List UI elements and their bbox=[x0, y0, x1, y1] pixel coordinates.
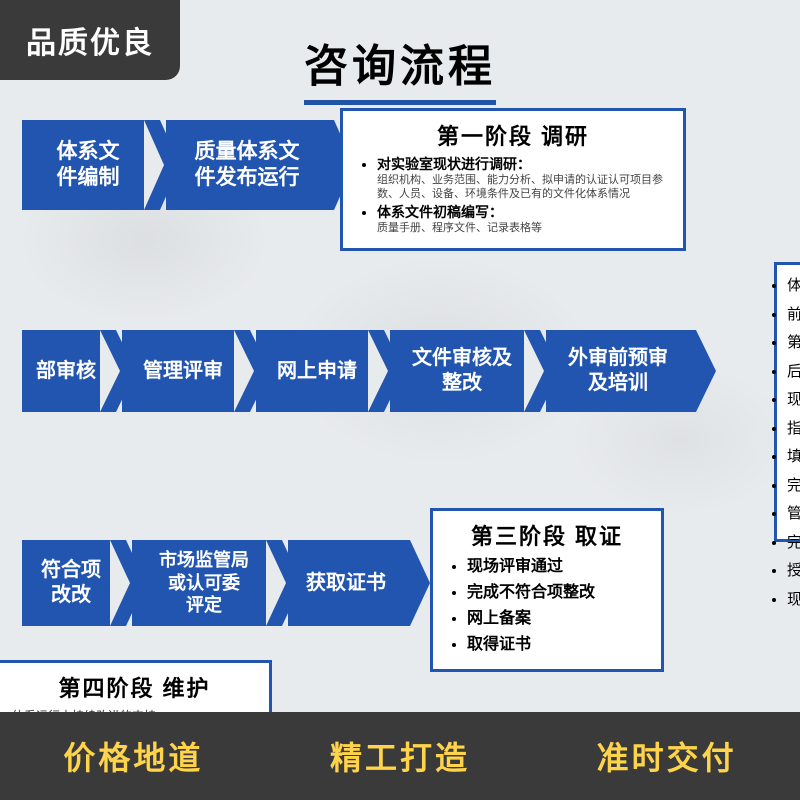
stage2-bullets-cropped: 体 前 第 后 现 指 填 完 管 完 授 现 bbox=[787, 272, 800, 614]
footer-bar: 价格地道 精工打造 准时交付 bbox=[0, 712, 800, 800]
footer-item: 精工打造 bbox=[330, 733, 470, 779]
flow-step: 市场监管局 或认可委 评定 bbox=[110, 540, 282, 626]
flow-step: 部审核 bbox=[0, 330, 116, 412]
flow-row-1: 体系文 件编制 质量体系文 件发布运行 bbox=[0, 120, 318, 210]
stage3-item: 取得证书 bbox=[467, 633, 649, 657]
stage3-title: 第三阶段 取证 bbox=[445, 519, 649, 551]
page-title: 咨询流程 bbox=[304, 30, 496, 105]
flow-step-label: 体系文 件编制 bbox=[57, 139, 120, 192]
flow-step-label: 质量体系文 件发布运行 bbox=[195, 139, 300, 192]
stage1-item-sub: 组织机构、业务范围、能力分析、拟申请的认证认可项目参数、人员、设备、环境条件及已… bbox=[377, 174, 671, 202]
flow-step-label: 符合项 改改 bbox=[41, 558, 101, 608]
stage1-list: 对实验室现状进行调研： 组织机构、业务范围、能力分析、拟申请的认证认可项目参数、… bbox=[355, 155, 671, 236]
flow-step: 外审前预审 及培训 bbox=[524, 330, 696, 412]
flow-step: 获取证书 bbox=[266, 540, 410, 626]
stage2-bullet: 前 bbox=[787, 301, 800, 330]
stage2-bullet: 第 bbox=[787, 329, 800, 358]
flow-step-label: 文件审核及 整改 bbox=[412, 346, 512, 396]
footer-item: 价格地道 bbox=[63, 733, 203, 779]
quality-badge: 品质优良 bbox=[0, 0, 180, 80]
stage3-list: 现场评审通过 完成不符合项整改 网上备案 取得证书 bbox=[445, 555, 649, 657]
stage3-box: 第三阶段 取证 现场评审通过 完成不符合项整改 网上备案 取得证书 bbox=[430, 508, 664, 672]
stage2-bullet: 指 bbox=[787, 415, 800, 444]
flow-row-3: 符合项 改改 市场监管局 或认可委 评定 获取证书 bbox=[0, 540, 394, 626]
flow-step: 网上申请 bbox=[234, 330, 384, 412]
stage1-item: 体系文件初稿编写： 质量手册、程序文件、记录表格等 bbox=[377, 203, 671, 236]
flow-row-2: 部审核 管理评审 网上申请 文件审核及 整改 外审前预审 及培训 bbox=[0, 330, 680, 412]
stage3-item: 现场评审通过 bbox=[467, 555, 649, 579]
stage1-title: 第一阶段 调研 bbox=[355, 119, 671, 151]
stage3-item: 完成不符合项整改 bbox=[467, 581, 649, 605]
footer-item: 准时交付 bbox=[597, 733, 737, 779]
flow-step-label: 获取证书 bbox=[306, 571, 386, 596]
flow-step-label: 管理评审 bbox=[143, 359, 223, 384]
stage2-bullet: 现 bbox=[787, 586, 800, 615]
stage2-bullet: 完 bbox=[787, 529, 800, 558]
stage2-bullet: 授 bbox=[787, 557, 800, 586]
flow-step-label: 网上申请 bbox=[277, 359, 357, 384]
flow-step-label: 部审核 bbox=[36, 359, 96, 384]
stage3-item: 网上备案 bbox=[467, 607, 649, 631]
stage2-bullet: 后 bbox=[787, 358, 800, 387]
stage2-bullet: 现 bbox=[787, 386, 800, 415]
flow-step: 体系文 件编制 bbox=[0, 120, 160, 210]
stage2-bullet: 填 bbox=[787, 443, 800, 472]
flow-step-label: 市场监管局 或认可委 评定 bbox=[159, 549, 249, 617]
flow-step-label: 外审前预审 及培训 bbox=[568, 346, 668, 396]
stage1-item-text: 体系文件初稿编写： bbox=[377, 204, 503, 220]
stage1-item-sub: 质量手册、程序文件、记录表格等 bbox=[377, 222, 671, 236]
stage1-item: 对实验室现状进行调研： 组织机构、业务范围、能力分析、拟申请的认证认可项目参数、… bbox=[377, 155, 671, 201]
flow-step: 文件审核及 整改 bbox=[368, 330, 540, 412]
flow-step: 质量体系文 件发布运行 bbox=[144, 120, 334, 210]
flow-step: 管理评审 bbox=[100, 330, 250, 412]
stage4-title: 第四阶段 维护 bbox=[12, 671, 257, 703]
stage1-item-text: 对实验室现状进行调研： bbox=[377, 156, 531, 172]
flow-step: 符合项 改改 bbox=[0, 540, 126, 626]
stage2-bullet: 完 bbox=[787, 472, 800, 501]
stage1-box: 第一阶段 调研 对实验室现状进行调研： 组织机构、业务范围、能力分析、拟申请的认… bbox=[340, 108, 686, 251]
stage2-bullet: 体 bbox=[787, 272, 800, 301]
stage2-bullet: 管 bbox=[787, 500, 800, 529]
